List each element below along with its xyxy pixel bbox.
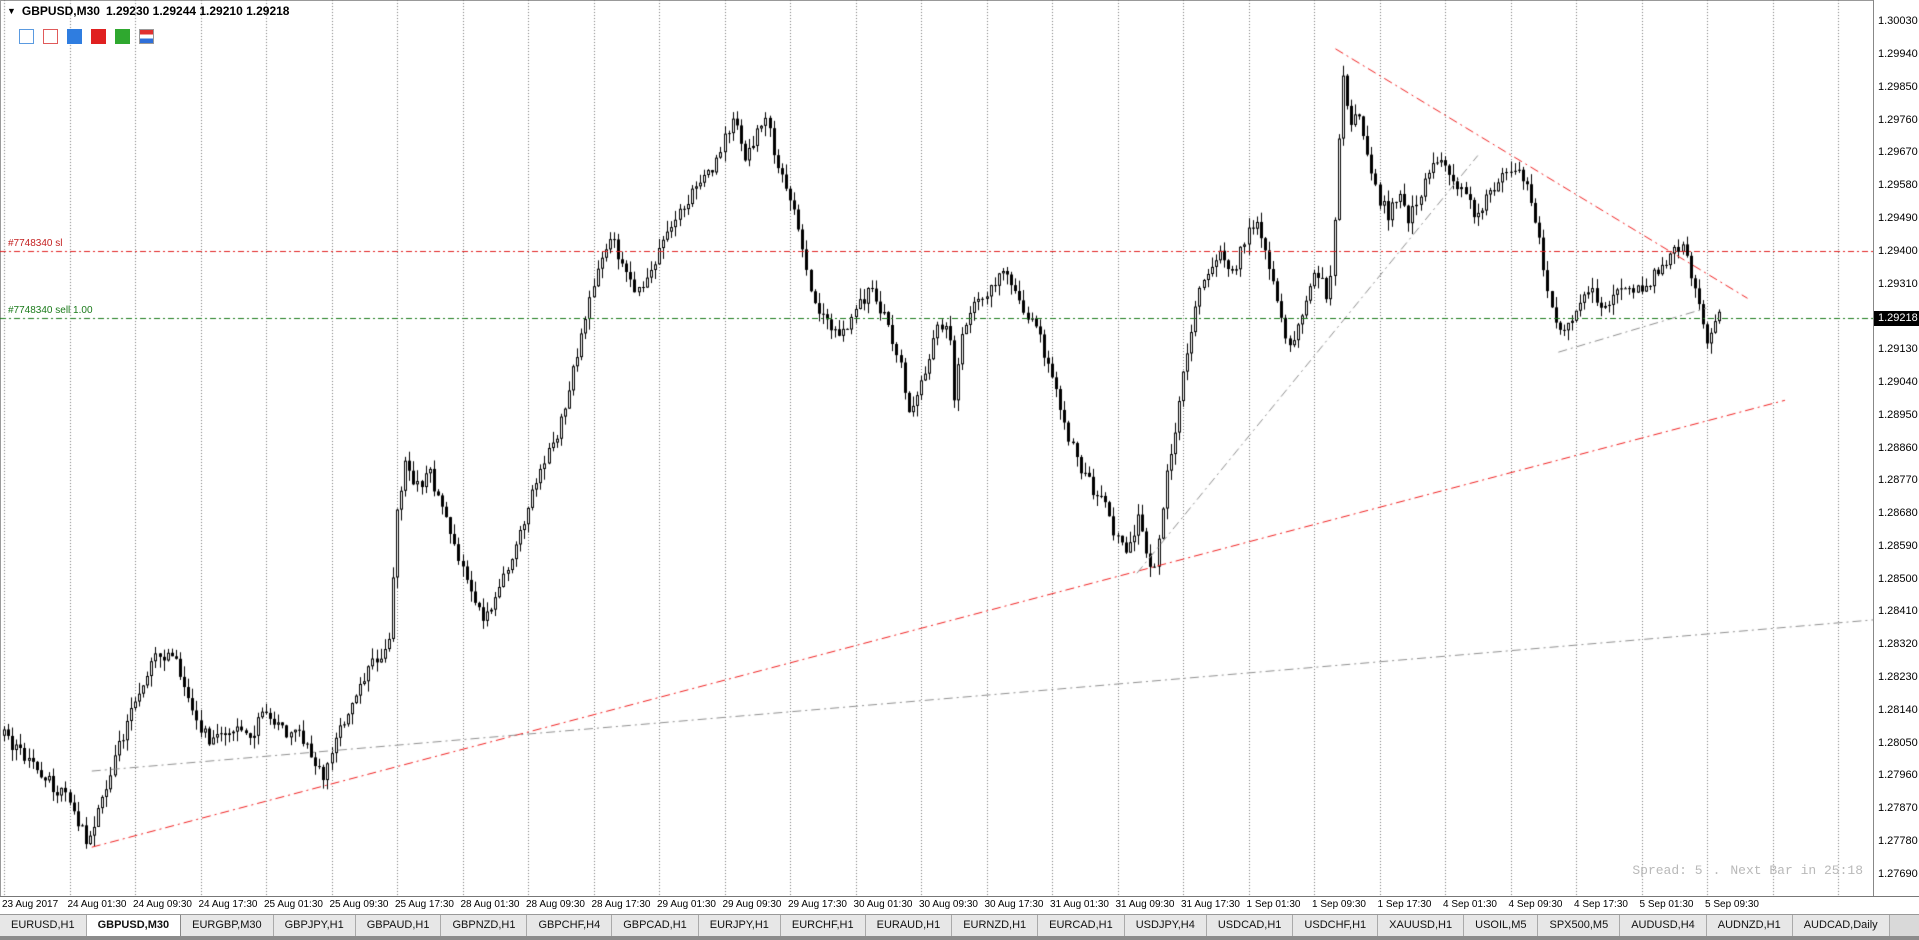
symbol-tabs: EURUSD,H1 GBPUSD,M30 EURGBP,M30 GBPJPY,H1 GB… [0,914,1919,936]
tab-eurgbp-m30[interactable]: EURGBP,M30 [181,915,274,936]
square-outline-blue-button[interactable] [19,29,34,44]
chart-title: ▼ GBPUSD,M30 1.29230 1.29244 1.29210 1.2… [7,4,289,18]
price-axis-label: 1.28950 [1878,408,1918,421]
time-axis-label: 25 Aug 17:30 [395,899,454,910]
time-axis-label: 31 Aug 09:30 [1115,899,1175,910]
price-axis-label: 1.28590 [1878,539,1918,552]
status-text: Spread: 5 . Next Bar in 25:18 [1632,863,1863,878]
time-axis-label: 30 Aug 17:30 [984,899,1044,910]
price-axis-label: 1.29580 [1878,179,1918,192]
tab-xauusd-h1[interactable]: XAUUSD,H1 [1378,915,1465,936]
tab-usdjpy-h4[interactable]: USDJPY,H4 [1124,915,1207,936]
tab-gbpaud-h1[interactable]: GBPAUD,H1 [355,915,442,936]
spread-label: Spread: 5 [1632,863,1703,878]
price-axis-label: 1.28410 [1878,605,1918,618]
tab-euraud-h1[interactable]: EURAUD,H1 [865,915,953,936]
tab-gbpusd-m30[interactable]: GBPUSD,M30 [86,915,182,936]
price-axis-label: 1.29490 [1878,212,1918,225]
price-axis-label: 1.29940 [1878,48,1918,61]
time-axis-label: 31 Aug 17:30 [1181,899,1240,910]
time-axis-label: 25 Aug 01:30 [264,899,323,910]
price-axis-label: 1.29670 [1878,146,1918,159]
time-axis-label: 29 Aug 01:30 [657,899,716,910]
price-axis-label: 1.28050 [1878,736,1918,749]
order-sl-label[interactable]: #7748340 sl [8,238,63,250]
ohlc-values: 1.29230 1.29244 1.29210 1.29218 [105,4,290,18]
status-separator: . [1712,863,1721,878]
tab-audnzd-h1[interactable]: AUDNZD,H1 [1706,915,1793,936]
time-axis-label: 28 Aug 01:30 [460,899,520,910]
time-axis-label: 31 Aug 01:30 [1050,899,1109,910]
current-price-badge: 1.29218 [1874,311,1919,326]
chart-marker-icon: ▼ [7,6,16,16]
tab-eurusd-h1[interactable]: EURUSD,H1 [0,915,87,936]
price-axis[interactable]: 1.29218 1.27690 1.27780 1.27870 1.27960 1.28… [1873,0,1919,896]
tab-usdchf-h1[interactable]: USDCHF,H1 [1293,915,1379,936]
time-axis-label: 5 Sep 09:30 [1705,899,1759,910]
price-axis-label: 1.29760 [1878,113,1918,126]
tab-eurchf-h1[interactable]: EURCHF,H1 [780,915,866,936]
price-axis-label: 1.28500 [1878,572,1918,585]
tab-eurcad-h1[interactable]: EURCAD,H1 [1038,915,1125,936]
tab-audcad-daily[interactable]: AUDCAD,Daily [1792,915,1890,936]
time-axis-label: 28 Aug 17:30 [591,899,651,910]
time-axis-label: 1 Sep 17:30 [1377,899,1432,910]
price-axis-label: 1.29040 [1878,375,1918,388]
square-blue-button[interactable] [67,29,82,44]
square-outline-red-button[interactable] [43,29,58,44]
tab-spx500-m5[interactable]: SPX500,M5 [1538,915,1621,936]
tab-usdcad-h1[interactable]: USDCAD,H1 [1206,915,1294,936]
time-axis-label: 30 Aug 09:30 [919,899,978,910]
time-axis[interactable]: 23 Aug 2017 24 Aug 01:30 24 Aug 09:30 24 Au… [0,896,1919,914]
time-axis-label: 5 Sep 01:30 [1639,899,1694,910]
symbol-timeframe-label: GBPUSD,M30 [21,4,100,18]
price-axis-label: 1.29130 [1878,343,1918,356]
time-axis-label: 24 Aug 17:30 [198,899,258,910]
price-axis-label: 1.28680 [1878,507,1918,520]
time-axis-label: 30 Aug 01:30 [853,899,913,910]
time-axis-label: 29 Aug 17:30 [788,899,847,910]
price-axis-label: 1.28860 [1878,441,1918,454]
time-axis-label: 24 Aug 01:30 [67,899,127,910]
time-axis-label: 23 Aug 2017 [2,899,59,910]
price-axis-label: 1.27870 [1878,802,1918,815]
tab-eurjpy-h1[interactable]: EURJPY,H1 [698,915,781,936]
time-axis-label: 1 Sep 01:30 [1246,899,1301,910]
chart-canvas[interactable] [0,0,1873,896]
price-axis-label: 1.28230 [1878,670,1918,683]
square-red-button[interactable] [91,29,106,44]
time-axis-label: 24 Aug 09:30 [133,899,192,910]
time-axis-label: 28 Aug 09:30 [526,899,585,910]
price-axis-label: 1.29310 [1878,277,1918,290]
square-striped-button[interactable] [139,29,154,44]
tab-audusd-h4[interactable]: AUDUSD,H4 [1620,915,1707,936]
price-axis-label: 1.27780 [1878,834,1918,847]
tab-eurnzd-h1[interactable]: EURNZD,H1 [952,915,1039,936]
tab-gbpjpy-h1[interactable]: GBPJPY,H1 [273,915,356,936]
time-axis-label: 1 Sep 09:30 [1312,899,1366,910]
chart-window: ▼ GBPUSD,M30 1.29230 1.29244 1.29210 1.2… [0,0,1919,896]
time-axis-label: 4 Sep 09:30 [1508,899,1563,910]
price-axis-label: 1.27960 [1878,769,1918,782]
price-axis-label: 1.29400 [1878,244,1918,257]
price-axis-label: 1.28140 [1878,703,1918,716]
tab-usoil-m5[interactable]: USOIL,M5 [1464,915,1539,936]
object-toolbar [19,29,154,44]
price-axis-label: 1.28770 [1878,474,1918,487]
square-green-button[interactable] [115,29,130,44]
tab-gbpcad-h1[interactable]: GBPCAD,H1 [612,915,699,936]
tab-gbpnzd-h1[interactable]: GBPNZD,H1 [441,915,528,936]
price-axis-label: 1.27690 [1878,867,1918,880]
price-axis-label: 1.28320 [1878,638,1918,651]
time-axis-label: 4 Sep 01:30 [1443,899,1497,910]
tab-gbpchf-h4[interactable]: GBPCHF,H4 [527,915,613,936]
time-axis-label: 25 Aug 09:30 [329,899,389,910]
price-axis-label: 1.30030 [1878,15,1918,28]
next-bar-label: Next Bar in 25:18 [1730,863,1863,878]
order-sell-label[interactable]: #7748340 sell 1.00 [8,304,93,316]
time-axis-label: 4 Sep 17:30 [1574,899,1628,910]
time-axis-label: 29 Aug 09:30 [722,899,782,910]
bottom-strip [0,936,1919,940]
price-axis-label: 1.29850 [1878,80,1918,93]
